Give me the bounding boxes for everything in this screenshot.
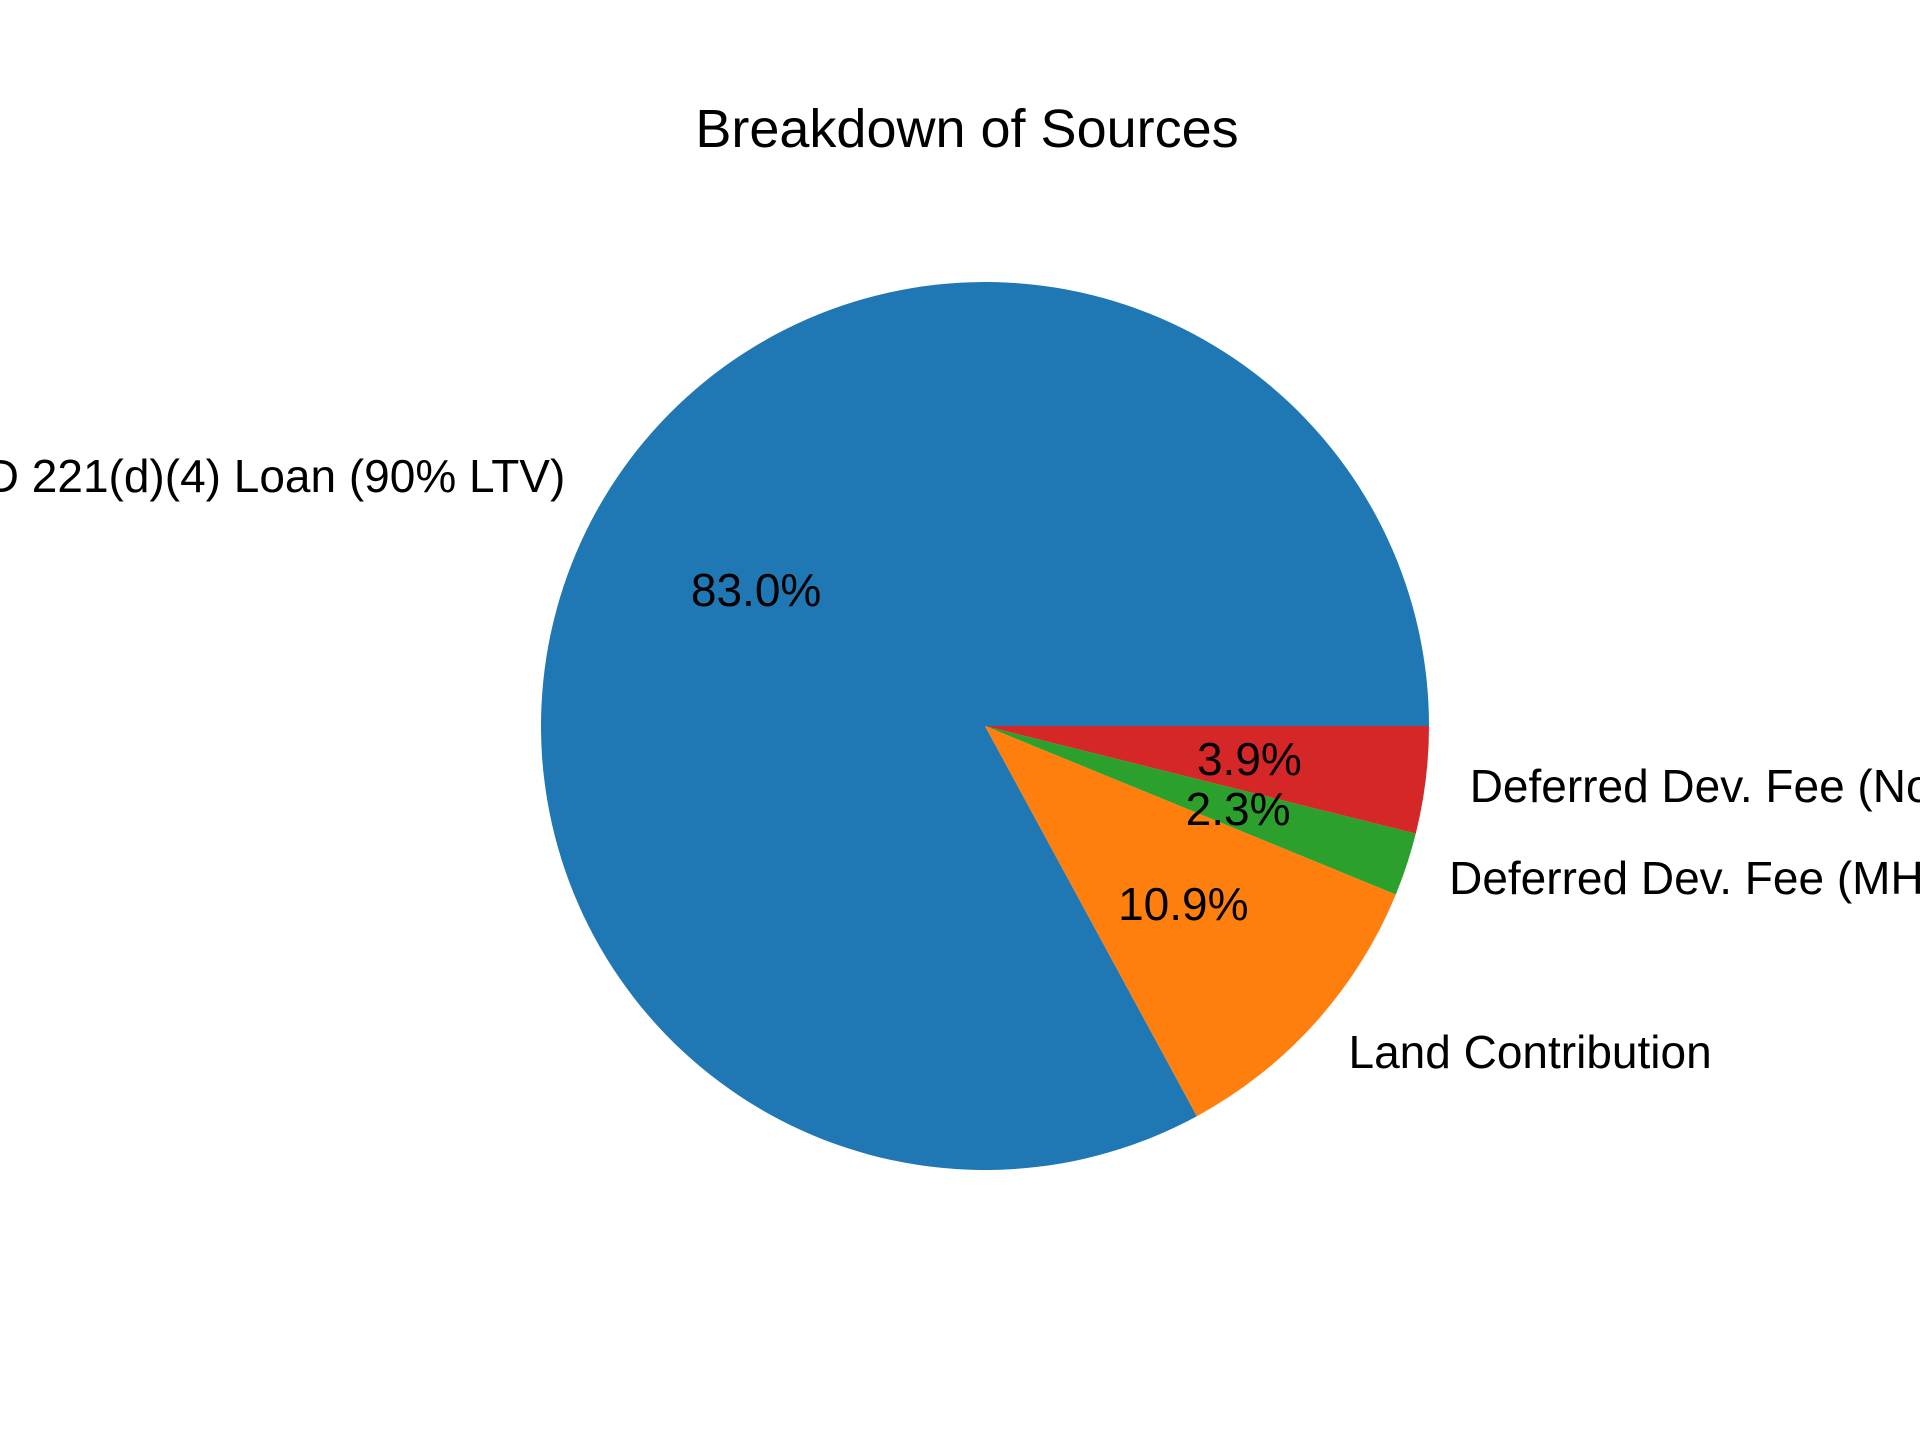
slice-pct-label: 3.9% <box>1196 732 1302 785</box>
slice-category-label: Deferred Dev. Fee (MHDC) <box>1449 852 1920 905</box>
pie-slice-1 <box>985 726 1396 1117</box>
chart-title: Breakdown of Sources <box>695 99 1239 159</box>
pie-slice-0 <box>541 282 1429 1170</box>
pie-slice-2 <box>985 726 1416 895</box>
pie-svg <box>541 282 1429 1170</box>
slice-pct-label: 10.9% <box>1118 877 1249 930</box>
pie-slice-3 <box>985 726 1429 834</box>
slice-category-label: Deferred Dev. Fee (Non-MHDC) <box>1469 759 1920 812</box>
slice-category-label: Land Contribution <box>1348 1026 1712 1079</box>
slice-pct-label: 2.3% <box>1185 783 1291 835</box>
slice-pct-label: 83.0% <box>690 563 822 616</box>
slice-category-label: HUD 221(d)(4) Loan (90% LTV) <box>0 450 566 503</box>
